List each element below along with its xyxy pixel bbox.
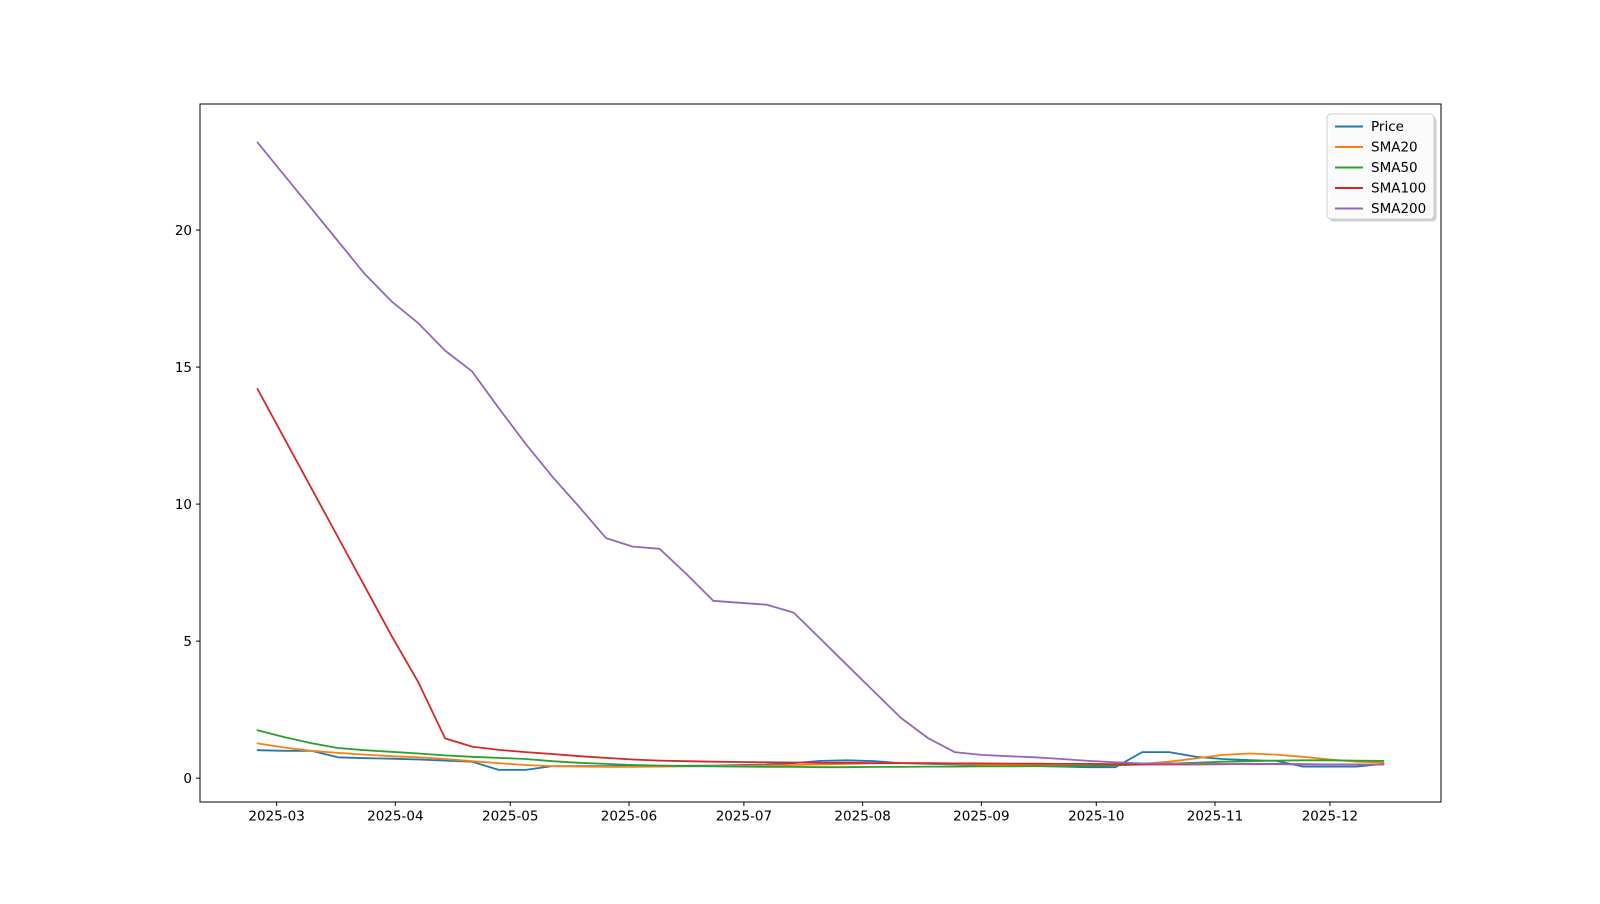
legend-label: SMA100 <box>1371 181 1426 197</box>
series-line-sma50 <box>256 729 1385 769</box>
series-line-price <box>256 749 1385 771</box>
x-tick-label: 2025-11 <box>1187 809 1243 825</box>
y-tick-label: 0 <box>183 771 192 787</box>
x-tick-label: 2025-03 <box>248 809 304 825</box>
legend-box <box>1326 113 1435 220</box>
x-tick-label: 2025-06 <box>601 809 657 825</box>
x-tick-label: 2025-09 <box>953 809 1009 825</box>
x-tick-label: 2025-10 <box>1068 809 1124 825</box>
legend-label: Price <box>1371 119 1404 135</box>
axes-frame <box>199 103 1442 803</box>
y-tick-label: 5 <box>183 634 192 650</box>
y-tick-label: 15 <box>175 360 192 376</box>
x-tick-label: 2025-05 <box>482 809 538 825</box>
legend-label: SMA50 <box>1371 160 1418 176</box>
x-tick-label: 2025-04 <box>367 809 423 825</box>
legend-label: SMA200 <box>1371 201 1426 217</box>
x-tick-label: 2025-07 <box>716 809 772 825</box>
y-tick-label: 20 <box>175 223 192 239</box>
y-tick-label: 10 <box>175 497 192 513</box>
series-line-sma200 <box>256 141 1385 766</box>
legend-label: SMA20 <box>1371 140 1418 156</box>
x-tick-label: 2025-12 <box>1302 809 1358 825</box>
series-line-sma20 <box>256 742 1385 768</box>
x-tick-label: 2025-08 <box>834 809 890 825</box>
